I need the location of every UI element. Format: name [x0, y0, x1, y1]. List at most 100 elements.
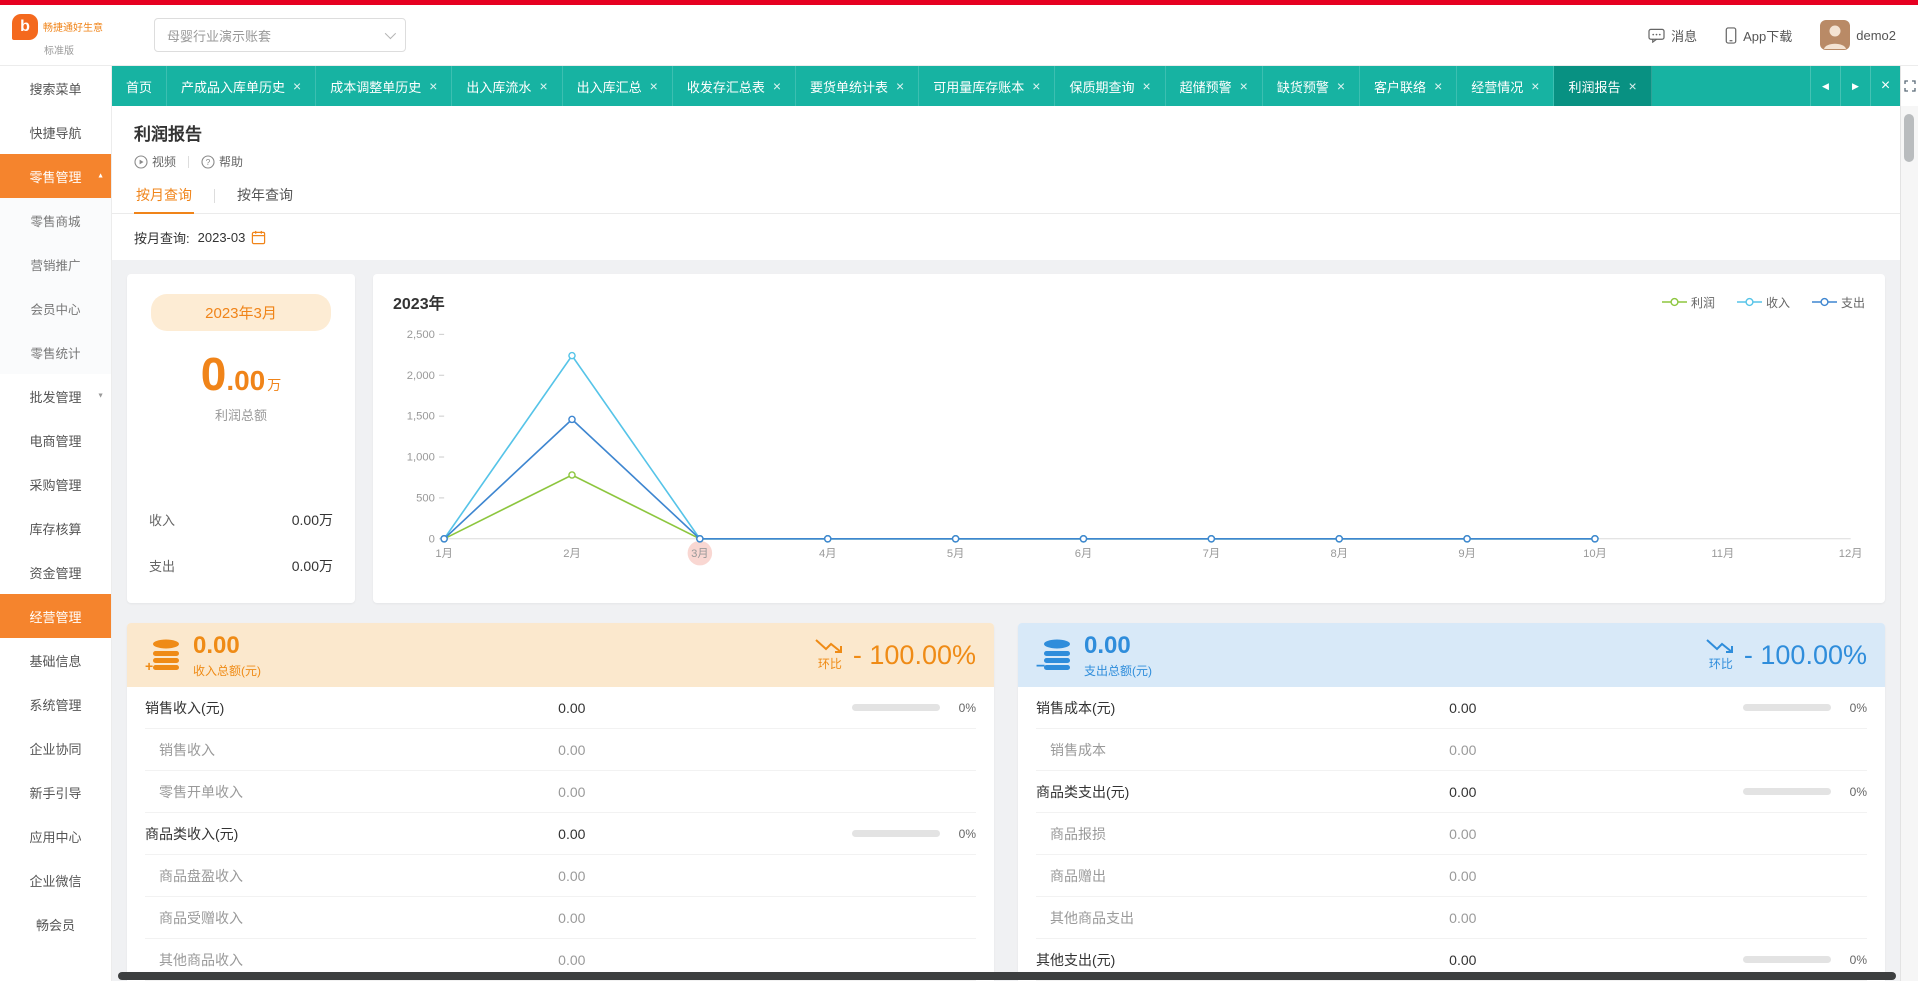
app-download-button[interactable]: App下载 — [1725, 26, 1792, 45]
tab-利润报告[interactable]: 利润报告 × — [1554, 66, 1652, 106]
sidebar-item-label: 电商管理 — [29, 433, 82, 449]
sidebar-item-批发管理[interactable]: 批发管理 ▼ — [0, 374, 111, 418]
tabs-scroll-right-button[interactable]: ▶ — [1840, 66, 1870, 106]
video-button[interactable]: 视频 — [134, 153, 176, 170]
sidebar-item-零售管理[interactable]: 零售管理 ▲ — [0, 154, 111, 198]
tab-bar: 首页 产成品入库单历史 × 成本调整单历史 × 出入库流水 × 出入库汇总 × 收发存汇总表 × 要货… — [112, 66, 1918, 106]
tab-close-icon[interactable]: × — [896, 78, 905, 94]
vertical-scrollbar-thumb[interactable] — [1904, 114, 1914, 162]
progress-percent: 0% — [958, 700, 976, 715]
horizontal-scrollbar-thumb[interactable] — [118, 972, 1896, 980]
svg-text:8月: 8月 — [1330, 548, 1347, 560]
sidebar-item-企业协同[interactable]: 企业协同 — [0, 726, 111, 770]
messages-button[interactable]: 消息 — [1648, 26, 1697, 45]
sidebar-item-经营管理[interactable]: 经营管理 — [0, 594, 111, 638]
sidebar-item-零售统计[interactable]: 零售统计 — [0, 330, 111, 374]
help-button[interactable]: ? 帮助 — [201, 153, 243, 170]
summary-rows: 收入 0.00万 支出 0.00万 — [139, 497, 343, 593]
sidebar-item-快捷导航[interactable]: 快捷导航 — [0, 110, 111, 154]
tab-close-icon[interactable]: × — [1628, 78, 1637, 94]
tabs-scroll-left-button[interactable]: ◀ — [1810, 66, 1840, 106]
fullscreen-button[interactable] — [1900, 66, 1918, 106]
sidebar-item-电商管理[interactable]: 电商管理 — [0, 418, 111, 462]
tab-保质期查询[interactable]: 保质期查询 × — [1055, 66, 1166, 106]
sidebar-item-系统管理[interactable]: 系统管理 — [0, 682, 111, 726]
tab-收发存汇总表[interactable]: 收发存汇总表 × — [673, 66, 797, 106]
avatar[interactable] — [1820, 20, 1851, 50]
sidebar-item-基础信息[interactable]: 基础信息 — [0, 638, 111, 682]
legend-label: 收入 — [1765, 295, 1790, 310]
sidebar-item-搜索菜单[interactable]: 搜索菜单 — [0, 66, 111, 110]
stat-row-销售成本: 销售成本 0.00 — [1036, 729, 1867, 771]
tab-出入库汇总[interactable]: 出入库汇总 × — [563, 66, 673, 106]
expense-ratio-value: - 100.00% — [1743, 639, 1867, 670]
tab-close-icon[interactable]: × — [1142, 78, 1151, 94]
tab-经营情况[interactable]: 经营情况 × — [1457, 66, 1555, 106]
divider — [214, 188, 215, 203]
tab-close-icon[interactable]: × — [649, 78, 658, 94]
legend-item-利润[interactable]: 利润 — [1661, 294, 1715, 311]
summary-row-label: 收入 — [149, 513, 176, 528]
tab-客户联络[interactable]: 客户联络 × — [1360, 66, 1458, 106]
chart-legend: 利润 收入 支出 — [1640, 294, 1865, 311]
tab-close-icon[interactable]: × — [429, 78, 438, 94]
tab-要货单统计表[interactable]: 要货单统计表 × — [796, 66, 920, 106]
sidebar-item-营销推广[interactable]: 营销推广 — [0, 242, 111, 286]
sidebar-item-label: 采购管理 — [29, 477, 82, 493]
play-circle-icon — [134, 154, 148, 169]
progress-percent: 0% — [1849, 700, 1867, 715]
query-tab-按月查询[interactable]: 按月查询 — [134, 178, 194, 214]
tab-close-icon[interactable]: × — [1336, 78, 1346, 94]
sidebar-item-企业微信[interactable]: 企业微信 — [0, 858, 111, 902]
tab-list: 首页 产成品入库单历史 × 成本调整单历史 × 出入库流水 × 出入库汇总 × 收发存汇总表 × 要货… — [112, 66, 1810, 106]
tab-label: 利润报告 — [1568, 79, 1621, 95]
legend-item-支出[interactable]: 支出 — [1811, 294, 1865, 311]
tab-close-icon[interactable]: × — [1434, 78, 1443, 94]
tab-close-icon[interactable]: × — [1032, 78, 1041, 94]
summary-row-value: 0.00万 — [291, 512, 333, 528]
sidebar-item-零售商城[interactable]: 零售商城 — [0, 198, 111, 242]
sidebar-item-会员中心[interactable]: 会员中心 — [0, 286, 111, 330]
sidebar-item-采购管理[interactable]: 采购管理 — [0, 462, 111, 506]
user-menu[interactable]: demo2 — [1820, 20, 1896, 50]
month-picker[interactable]: 2023-03 — [198, 230, 267, 245]
tab-产成品入库单历史[interactable]: 产成品入库单历史 × — [167, 66, 317, 106]
app-download-label: App下载 — [1743, 28, 1793, 44]
tab-close-icon[interactable]: × — [539, 78, 548, 94]
sidebar-item-库存核算[interactable]: 库存核算 — [0, 506, 111, 550]
tabs-close-all-button[interactable]: × — [1870, 66, 1900, 106]
account-select[interactable]: 母婴行业演示账套 — [154, 18, 406, 52]
income-total: 0.00 — [193, 631, 240, 659]
tab-close-icon[interactable]: × — [1239, 78, 1248, 94]
vertical-scrollbar[interactable] — [1900, 106, 1918, 981]
sidebar-item-畅会员[interactable]: 畅会员 — [0, 902, 111, 946]
tab-可用量库存账本[interactable]: 可用量库存账本 × — [919, 66, 1056, 106]
tab-close-icon[interactable]: × — [772, 78, 782, 94]
tab-label: 收发存汇总表 — [686, 79, 765, 95]
progress-percent: 0% — [958, 826, 976, 841]
stat-row-value: 0.00 — [558, 825, 586, 842]
tab-超储预警[interactable]: 超储预警 × — [1166, 66, 1263, 106]
tab-label: 出入库汇总 — [576, 79, 642, 95]
tab-close-icon[interactable]: × — [1531, 78, 1540, 94]
sidebar-item-资金管理[interactable]: 资金管理 — [0, 550, 111, 594]
tab-首页[interactable]: 首页 — [112, 66, 168, 106]
tab-缺货预警[interactable]: 缺货预警 × — [1263, 66, 1361, 106]
profit-total-dec: .00 — [226, 365, 266, 396]
legend-label: 利润 — [1690, 295, 1715, 310]
video-label: 视频 — [152, 155, 177, 169]
stat-row-value: 0.00 — [558, 867, 586, 884]
stat-row-label: 销售收入(元) — [145, 699, 225, 716]
sidebar-item-应用中心[interactable]: 应用中心 — [0, 814, 111, 858]
tab-close-icon[interactable]: × — [293, 78, 302, 94]
tab-出入库流水[interactable]: 出入库流水 × — [452, 66, 563, 106]
filter-label: 按月查询: — [134, 230, 190, 246]
svg-text:1月: 1月 — [435, 548, 452, 560]
sidebar-item-新手引导[interactable]: 新手引导 — [0, 770, 111, 814]
expense-card-header: − 0.00 支出总额(元) 环比 - 1 — [1018, 623, 1885, 687]
sidebar-item-label: 搜索菜单 — [29, 81, 82, 97]
summary-row-label: 支出 — [149, 559, 176, 574]
query-tab-按年查询[interactable]: 按年查询 — [237, 186, 293, 203]
legend-item-收入[interactable]: 收入 — [1736, 294, 1790, 311]
tab-成本调整单历史[interactable]: 成本调整单历史 × — [316, 66, 453, 106]
